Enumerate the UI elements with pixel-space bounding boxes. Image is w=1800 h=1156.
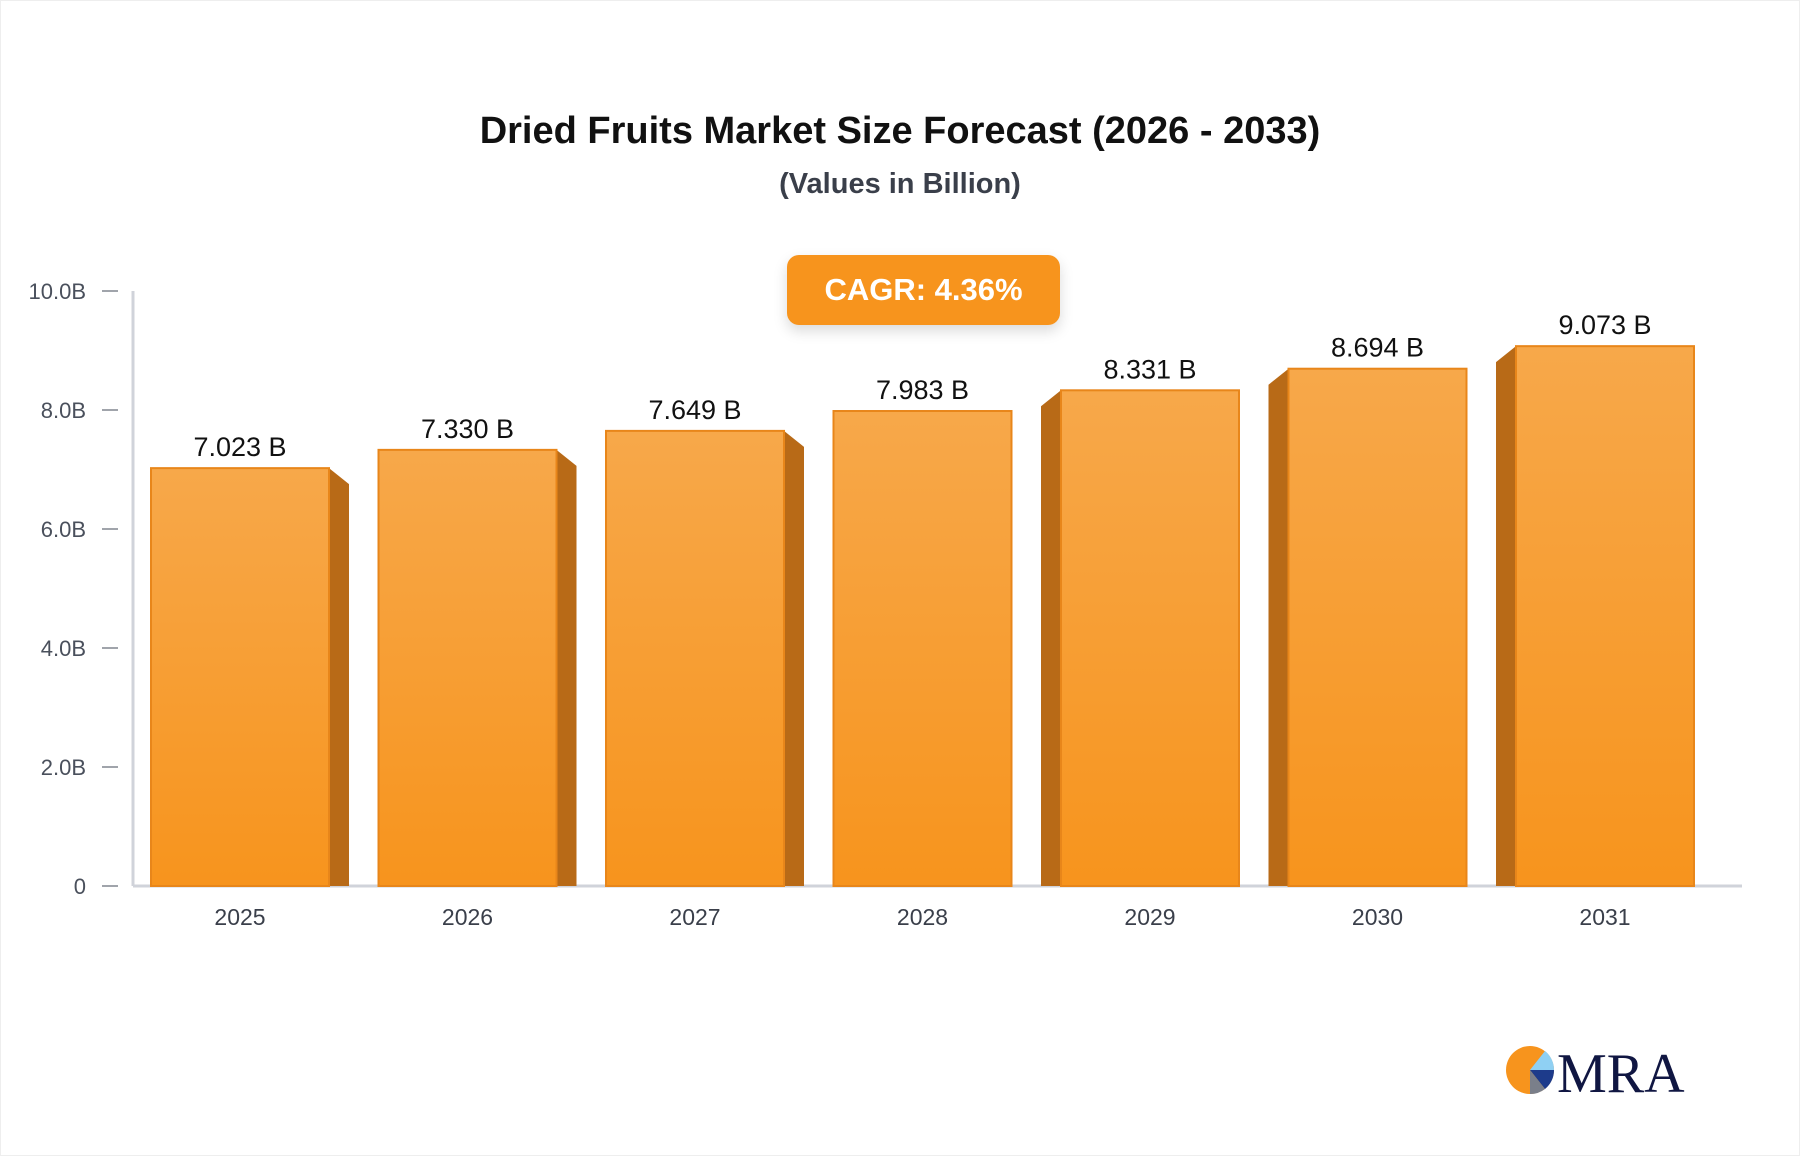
x-tick-label: 2029 — [1124, 904, 1175, 930]
y-tick-label: 4.0B — [41, 636, 86, 661]
bar-side — [784, 430, 804, 886]
x-tick-label: 2030 — [1352, 904, 1403, 930]
data-label: 7.023 B — [193, 432, 286, 462]
bar-side — [1268, 368, 1289, 886]
bar — [1515, 345, 1695, 887]
bar-side — [1496, 346, 1516, 886]
data-label: 7.649 B — [648, 395, 741, 425]
y-tick-label: 2.0B — [41, 755, 86, 780]
x-tick-label: 2028 — [897, 904, 948, 930]
y-tick-label: 0 — [74, 874, 86, 899]
bar — [832, 410, 1013, 887]
x-tick-label: 2025 — [214, 904, 265, 930]
chart-title: Dried Fruits Market Size Forecast (2026 … — [479, 110, 1321, 152]
bar — [1060, 389, 1240, 887]
y-tick-label: 10.0B — [29, 279, 87, 304]
bar — [1287, 367, 1468, 888]
data-label: 7.330 B — [421, 414, 514, 444]
bar-side — [1041, 390, 1061, 886]
bar — [377, 448, 558, 887]
x-tick-label: 2031 — [1579, 904, 1630, 930]
chart-subtitle: (Values in Billion) — [779, 168, 1021, 200]
mra-logo: MRA — [1506, 1043, 1685, 1100]
bar — [150, 467, 330, 887]
data-label: 7.983 B — [876, 375, 969, 405]
y-tick-label: 6.0B — [41, 517, 86, 542]
bar-side — [329, 468, 349, 886]
x-tick-label: 2026 — [442, 904, 493, 930]
data-label: 9.073 B — [1558, 310, 1651, 340]
x-tick-label: 2027 — [669, 904, 720, 930]
data-label: 8.694 B — [1331, 333, 1424, 363]
data-label: 8.331 B — [1103, 354, 1196, 384]
y-tick-label: 8.0B — [41, 398, 86, 423]
bar — [605, 429, 785, 887]
bar-side — [556, 449, 577, 886]
logo-text: MRA — [1557, 1043, 1685, 1100]
cagr-badge: CAGR: 4.36% — [787, 255, 1060, 325]
